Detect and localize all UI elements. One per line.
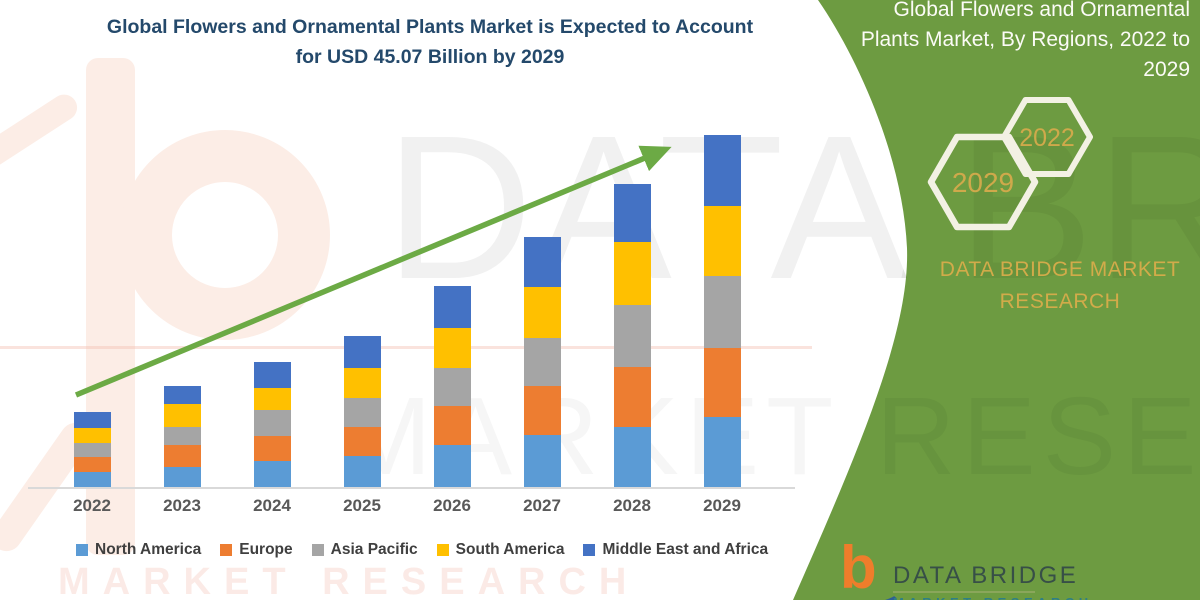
bar-segment (343, 426, 381, 456)
bar-segment (703, 348, 741, 417)
x-axis-label-2023: 2023 (163, 496, 201, 515)
stacked-bar-2025 (343, 335, 381, 487)
bar-segment (433, 285, 471, 328)
x-axis-label-2029: 2029 (703, 496, 741, 515)
legend-swatch-icon (220, 544, 233, 556)
bar-segment (73, 442, 111, 457)
legend-swatch-icon (583, 544, 596, 556)
x-axis-label-2027: 2027 (523, 496, 561, 515)
watermark-pink-stroke (0, 89, 83, 173)
bar-segment (613, 426, 651, 487)
bar-segment (163, 426, 201, 445)
bar-segment (73, 456, 111, 473)
x-axis-label-2028: 2028 (613, 496, 651, 515)
bar-segment (613, 241, 651, 306)
legend-label: South America (455, 541, 565, 558)
chart-legend: North America Europe Asia Pacific South Ame… (76, 541, 768, 559)
bar-segment (523, 287, 561, 338)
legend-item: South America (436, 541, 565, 559)
bar-segment (163, 385, 201, 405)
bar-segment (343, 368, 381, 398)
x-axis-label-2026: 2026 (433, 496, 471, 515)
watermark-text-pink: MARKET RESEARCH (58, 561, 640, 600)
bar-segment (433, 367, 471, 406)
stacked-bar-2028 (613, 184, 651, 487)
bar-segment (73, 412, 111, 428)
legend-item: Asia Pacific (311, 541, 418, 559)
bar-segment (523, 337, 561, 386)
bar-segment (253, 387, 291, 411)
side-panel-heading: Global Flowers and Ornamental Plants Mar… (860, 0, 1190, 81)
chart-title: Global Flowers and Ornamental Plants Mar… (55, 12, 805, 72)
bar-segment (433, 405, 471, 445)
bar-segment (163, 404, 201, 427)
hexagon-2022 (1001, 97, 1093, 177)
bar-segment (523, 385, 561, 435)
legend-label: Asia Pacific (330, 541, 418, 558)
x-axis-label-2025: 2025 (343, 496, 381, 515)
year-hexagons: 2029 2022 (927, 97, 1093, 231)
stacked-bar-2022 (73, 412, 111, 487)
bar-segment (613, 366, 651, 427)
hexagon-2029-label: 2029 (952, 167, 1014, 198)
bar-segment (343, 455, 381, 487)
bar-segment (433, 444, 471, 487)
bar-segment (253, 362, 291, 388)
bar-segment (343, 335, 381, 369)
bar-segment (73, 427, 111, 443)
legend-label: North America (95, 541, 202, 558)
stacked-bar-2024 (253, 362, 291, 487)
footer-logo-subtext: MARKET RESEARCH (893, 595, 1093, 600)
watermark-logo-b-bowl (120, 130, 330, 340)
bar-segment (433, 327, 471, 368)
bar-segment (253, 410, 291, 437)
hexagon-2029 (927, 133, 1039, 231)
x-axis-line (28, 487, 795, 489)
legend-swatch-icon (311, 544, 324, 556)
bar-segment (523, 237, 561, 288)
footer-logo-divider (893, 591, 1035, 593)
bar-segment (703, 276, 741, 348)
panel-brand-text: DATA BRIDGE MARKET RESEARCH (939, 258, 1181, 313)
chart-title-line2: for USD 45.07 Billion by 2029 (295, 46, 565, 68)
bar-segment (73, 472, 111, 487)
footer-logo-wordmark: DATA BRIDGE (893, 562, 1079, 589)
legend-swatch-icon (436, 544, 449, 556)
bar-segment (703, 135, 741, 206)
bar-segment (523, 434, 561, 487)
footer-logo-b-icon: b (840, 534, 877, 600)
legend-item: North America (76, 541, 201, 559)
bar-segment (253, 461, 291, 487)
x-axis-label-2022: 2022 (73, 496, 111, 515)
stacked-bar-2026 (433, 285, 471, 487)
legend-label: Middle East and Africa (602, 541, 769, 558)
legend-item: Middle East and Africa (583, 541, 768, 559)
hexagon-2022-label: 2022 (1019, 124, 1075, 152)
legend-item: Europe (220, 541, 293, 559)
legend-label: Europe (239, 541, 293, 558)
watermark-pink-band (0, 346, 812, 349)
bar-segment (703, 416, 741, 487)
legend-swatch-icon (76, 544, 88, 556)
bar-segment (163, 444, 201, 467)
x-axis-label-2024: 2024 (253, 496, 291, 515)
stacked-bar-2027 (523, 237, 561, 487)
bar-segment (343, 397, 381, 427)
bar-segment (703, 205, 741, 277)
bar-segment (163, 466, 201, 487)
bar-segment (253, 436, 291, 462)
chart-title-line1: Global Flowers and Ornamental Plants Mar… (106, 16, 754, 38)
bar-segment (613, 305, 651, 367)
bar-segment (613, 184, 651, 242)
stacked-bar-2029 (703, 135, 741, 487)
stacked-bar-2023 (163, 385, 201, 487)
